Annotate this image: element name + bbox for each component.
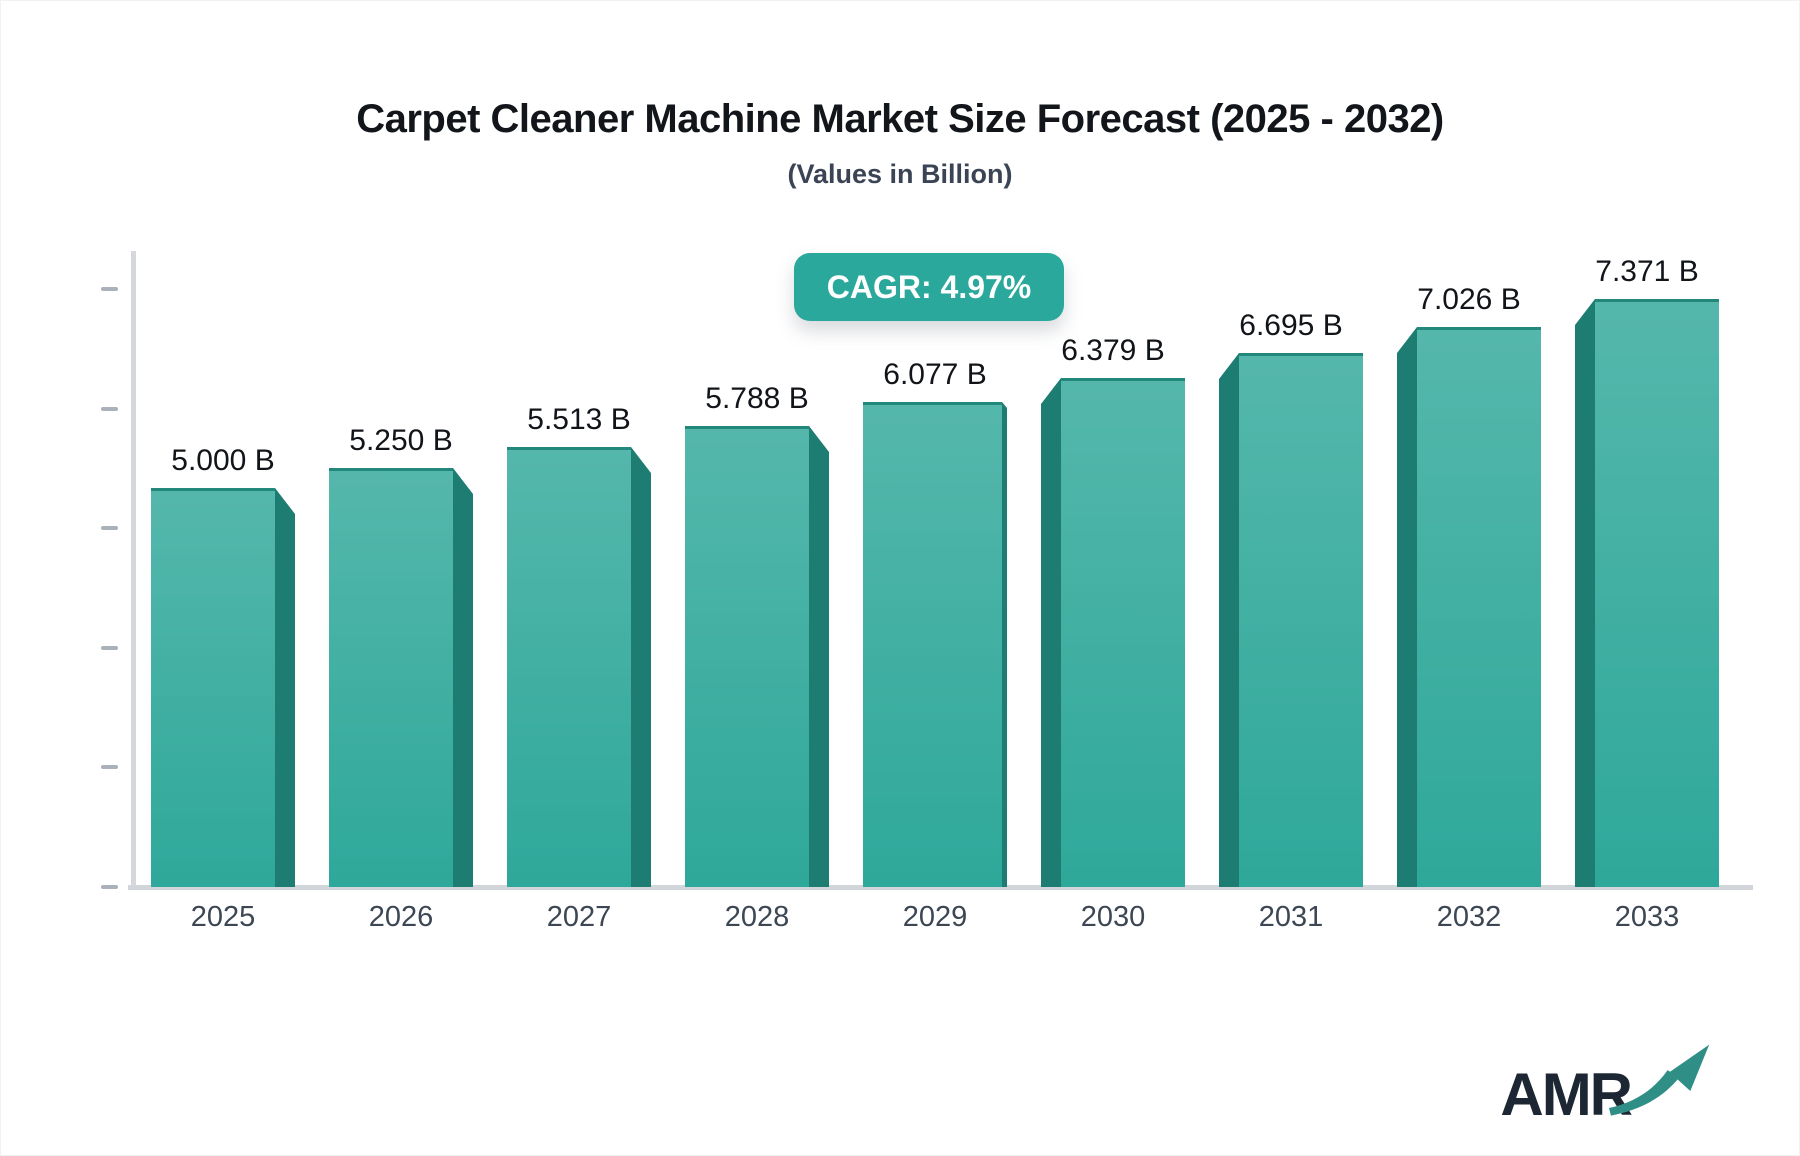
x-axis-label-2025: 2025: [190, 901, 256, 933]
x-axis-label-2031: 2031: [1258, 901, 1324, 933]
bar-front-face: [151, 488, 275, 887]
y-tick-mark: [101, 526, 118, 531]
x-axis-label-2026: 2026: [368, 901, 434, 933]
bar-value-label: 5.788 B: [705, 382, 809, 415]
bar-side-face: [1219, 353, 1239, 887]
bar-2032: 7.026 B: [1397, 283, 1541, 887]
brand-logo: AMR: [1500, 1041, 1713, 1125]
bar-value-label: 5.000 B: [171, 444, 275, 477]
x-axis-label-2032: 2032: [1436, 901, 1502, 933]
bar-value-label: 5.513 B: [527, 403, 631, 436]
chart-title: Carpet Cleaner Machine Market Size Forec…: [356, 97, 1444, 141]
bar-side-face: [631, 447, 651, 887]
bar-2027: 5.513 B: [507, 403, 651, 887]
bar-side-face: [1002, 402, 1007, 887]
bar-value-label: 5.250 B: [349, 424, 453, 457]
bar-side-face: [453, 468, 473, 887]
bar-side-face: [1041, 378, 1061, 887]
x-axis-label-2033: 2033: [1614, 901, 1680, 933]
bar-front-face: [1239, 353, 1363, 887]
bar-side-face: [275, 488, 295, 887]
bar-value-label: 7.371 B: [1595, 255, 1699, 288]
bar-front-face: [1417, 327, 1541, 887]
bar-2025: 5.000 B: [151, 444, 295, 887]
y-tick-mark: [101, 645, 118, 650]
bar-2029: 6.077 B: [863, 358, 1007, 887]
bar-front-face: [329, 468, 453, 887]
chart-subtitle: (Values in Billion): [787, 159, 1013, 189]
bar-2033: 7.371 B: [1575, 255, 1719, 887]
bar-2026: 5.250 B: [329, 424, 473, 887]
y-axis-line: [131, 251, 136, 887]
growth-arrow-icon: [1609, 1044, 1710, 1116]
x-axis-label-2028: 2028: [724, 901, 790, 933]
bar-2031: 6.695 B: [1219, 309, 1363, 887]
x-axis-label-2029: 2029: [902, 901, 968, 933]
bar-value-label: 6.695 B: [1239, 309, 1343, 342]
bar-side-face: [1397, 327, 1417, 887]
x-axis-label-2027: 2027: [546, 901, 612, 933]
y-tick-mark: [101, 765, 118, 770]
bar-side-face: [809, 426, 829, 887]
cagr-badge: CAGR: 4.97%: [794, 253, 1064, 321]
bar-side-face: [1575, 299, 1595, 887]
y-tick-mark: [101, 287, 118, 291]
bar-front-face: [1595, 299, 1719, 887]
bar-front-face: [685, 426, 809, 887]
bar-front-face: [507, 447, 631, 887]
bar-front-face: [863, 402, 1002, 887]
x-axis-label-2030: 2030: [1080, 901, 1146, 933]
bar-value-label: 6.379 B: [1061, 334, 1165, 367]
bar-value-label: 7.026 B: [1417, 283, 1521, 316]
y-tick-mark: [101, 885, 118, 889]
bar-2030: 6.379 B: [1041, 334, 1185, 887]
x-axis-line: [128, 885, 1753, 890]
bar-2028: 5.788 B: [685, 382, 829, 887]
bar-value-label: 6.077 B: [883, 358, 987, 391]
bar-front-face: [1061, 378, 1185, 887]
y-tick-mark: [101, 406, 118, 411]
